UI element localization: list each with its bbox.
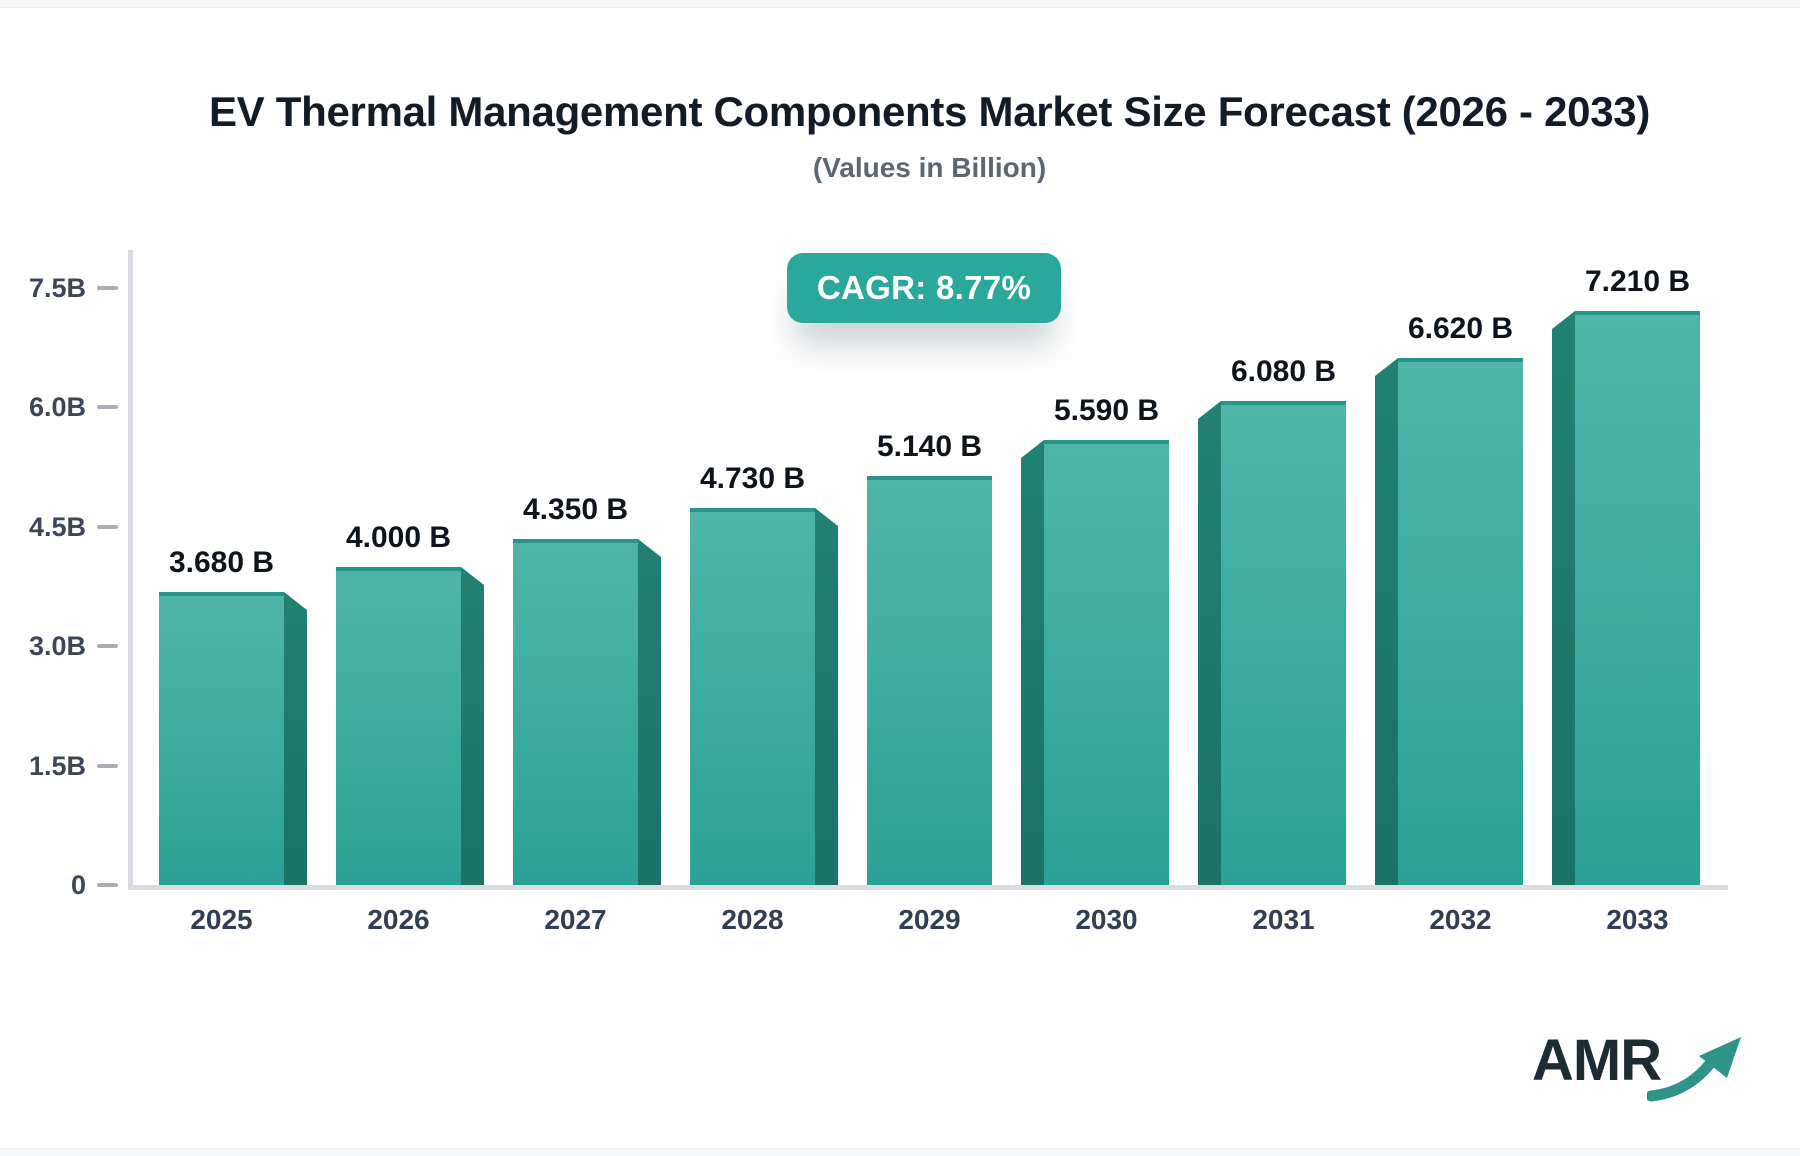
bar-2028 [690,508,838,885]
bar-side-panel [284,592,307,885]
bar-top-edge [1221,401,1346,405]
bar-value-label: 6.080 B [1230,355,1337,388]
bar-top-edge [1044,440,1169,444]
bar-2027 [513,539,661,885]
x-axis-label-2026: 2026 [367,904,430,935]
bar-value-label: 5.590 B [1053,394,1160,427]
bar-face [867,476,992,885]
bar-face [1221,401,1346,885]
bar-side-panel [1021,440,1044,885]
bar-side-panel [1198,401,1221,885]
bar-value-label: 6.620 B [1407,312,1514,345]
x-axis-baseline [128,885,1728,890]
x-axis-label-2025: 2025 [190,904,253,935]
bar-face [690,508,815,885]
x-axis-label-2031: 2031 [1252,904,1315,935]
bar-2031 [1198,401,1346,885]
y-tick-label: 1.5B [28,750,86,781]
bar-side-panel [638,539,661,885]
x-axis-label-2028: 2028 [721,904,784,935]
y-tick-dash [97,763,118,768]
growth-arrow-icon [1647,1037,1742,1102]
y-tick-dash [97,883,118,887]
x-axis-label-2033: 2033 [1606,904,1669,935]
bar-2026 [336,567,484,885]
bar-2033 [1552,311,1700,885]
amr-logo-text: AMR [1532,1028,1662,1093]
bar-face [336,567,461,885]
x-axis-label-2030: 2030 [1075,904,1138,935]
x-axis-label-2029: 2029 [898,904,961,935]
bar-value-label: 3.680 B [168,546,275,579]
bar-top-edge [1398,358,1523,362]
bar-face [1575,311,1700,885]
bar-face [513,539,638,885]
bar-top-edge [690,508,815,512]
bar-value-label: 4.350 B [522,493,629,526]
y-tick-label: 0 [70,870,86,900]
bar-side-panel [1552,311,1575,885]
bar-face [1044,440,1169,885]
y-tick-dash [97,286,118,290]
bar-top-edge [513,539,638,543]
page-top-strip [0,0,1800,8]
bar-top-edge [867,476,992,480]
bar-face [1398,358,1523,885]
cagr-badge: CAGR: 8.77% [787,253,1061,323]
bar-side-panel [461,567,484,885]
y-tick-label: 3.0B [28,631,86,662]
bar-side-panel [815,508,838,885]
bar-2030 [1021,440,1169,885]
amr-logo: AMR [1532,1032,1747,1102]
chart-subtitle: (Values in Billion) [812,152,1047,183]
y-axis-line [128,250,133,890]
bar-2029 [867,476,992,885]
bar-top-edge [1575,311,1700,315]
bar-value-label: 7.210 B [1584,265,1691,298]
y-tick-dash [97,644,118,649]
y-tick-label: 4.5B [28,511,86,542]
x-axis-label-2027: 2027 [544,904,607,935]
bar-value-label: 4.730 B [699,462,806,495]
bar-face [159,592,284,885]
y-tick-dash [97,405,118,410]
y-tick-label: 7.5B [28,273,86,303]
bar-top-edge [336,567,461,571]
bar-value-label: 5.140 B [876,430,983,463]
y-tick-label: 6.0B [28,392,86,423]
bar-2032 [1375,358,1523,885]
page-bottom-strip [0,1148,1800,1156]
bar-side-panel [1375,358,1398,885]
y-tick-dash [97,524,118,529]
chart-header: EV Thermal Management Components Market … [133,88,1726,184]
bar-2025 [159,592,307,885]
bar-top-edge [159,592,284,596]
chart-title: EV Thermal Management Components Market … [208,88,1651,135]
x-axis-label-2032: 2032 [1429,904,1492,935]
bar-value-label: 4.000 B [345,521,452,554]
